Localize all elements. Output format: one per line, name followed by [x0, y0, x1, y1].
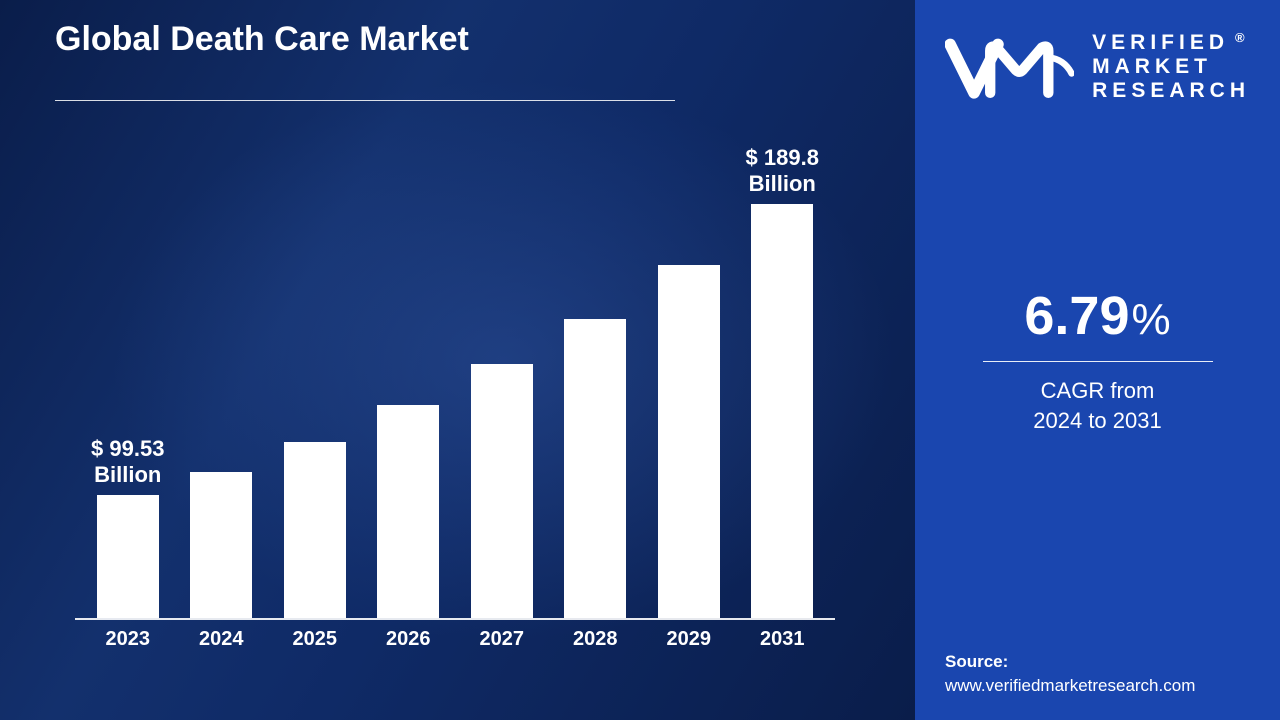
x-tick-label: 2025: [268, 628, 362, 651]
registered-icon: ®: [1235, 30, 1245, 45]
bar-wrap: $ 189.8Billion: [736, 145, 830, 618]
bar-value-label: $ 189.8Billion: [746, 145, 819, 196]
bar-wrap: $ 99.53Billion: [81, 436, 175, 618]
plot-area: $ 99.53Billion $ 189.8Billion: [75, 150, 835, 620]
bar-chart: $ 99.53Billion $ 189.8Billion 2023202420…: [75, 150, 835, 645]
brand-text: VERIFIED ® MARKET RESEARCH: [1092, 31, 1250, 103]
source-url: www.verifiedmarketresearch.com: [945, 676, 1195, 695]
title-underline: [55, 100, 675, 101]
bar: [658, 265, 720, 618]
bar: [471, 364, 533, 618]
x-tick-label: 2028: [549, 628, 643, 651]
cagr-value: 6.79%: [1024, 285, 1170, 347]
x-tick-label: 2023: [81, 628, 175, 651]
bar-wrap: [175, 413, 269, 618]
source-block: Source: www.verifiedmarketresearch.com: [945, 650, 1195, 698]
cagr-block: 6.79% CAGR from 2024 to 2031: [915, 285, 1280, 435]
bar-wrap: [362, 346, 456, 618]
x-tick-label: 2024: [175, 628, 269, 651]
cagr-number: 6.79: [1024, 286, 1129, 346]
bar-value-label: $ 99.53Billion: [91, 436, 164, 487]
bars-container: $ 99.53Billion $ 189.8Billion: [75, 150, 835, 618]
page-title: Global Death Care Market: [55, 20, 469, 59]
bar: [377, 405, 439, 618]
sidebar-panel: VERIFIED ® MARKET RESEARCH 6.79% CAGR fro…: [915, 0, 1280, 720]
x-axis: 20232024202520262027202820292031: [75, 620, 835, 651]
x-tick-label: 2029: [642, 628, 736, 651]
brand-line3: RESEARCH: [1092, 79, 1250, 102]
brand-line2: MARKET: [1092, 55, 1212, 78]
cagr-sub-line2: 2024 to 2031: [1033, 408, 1161, 433]
bar: [190, 472, 252, 618]
bar: [564, 319, 626, 618]
x-tick-label: 2027: [455, 628, 549, 651]
bar-wrap: [549, 260, 643, 618]
brand-line1: VERIFIED: [1092, 31, 1229, 54]
bar-wrap: [455, 305, 549, 618]
brand-logo: VERIFIED ® MARKET RESEARCH: [945, 22, 1250, 112]
infographic-canvas: Global Death Care Market $ 99.53Billion …: [0, 0, 1280, 720]
x-tick-label: 2026: [362, 628, 456, 651]
vm-logo-icon: [945, 32, 1074, 102]
cagr-underline: [983, 361, 1213, 362]
bar-wrap: [642, 206, 736, 618]
source-label: Source:: [945, 652, 1008, 671]
cagr-subtitle: CAGR from 2024 to 2031: [915, 376, 1280, 435]
bar-wrap: [268, 383, 362, 618]
bar: [284, 442, 346, 618]
chart-panel: Global Death Care Market $ 99.53Billion …: [0, 0, 915, 720]
bar: [751, 204, 813, 618]
bar: [97, 495, 159, 618]
cagr-sub-line1: CAGR from: [1041, 378, 1155, 403]
x-tick-label: 2031: [736, 628, 830, 651]
cagr-percent: %: [1131, 295, 1170, 344]
